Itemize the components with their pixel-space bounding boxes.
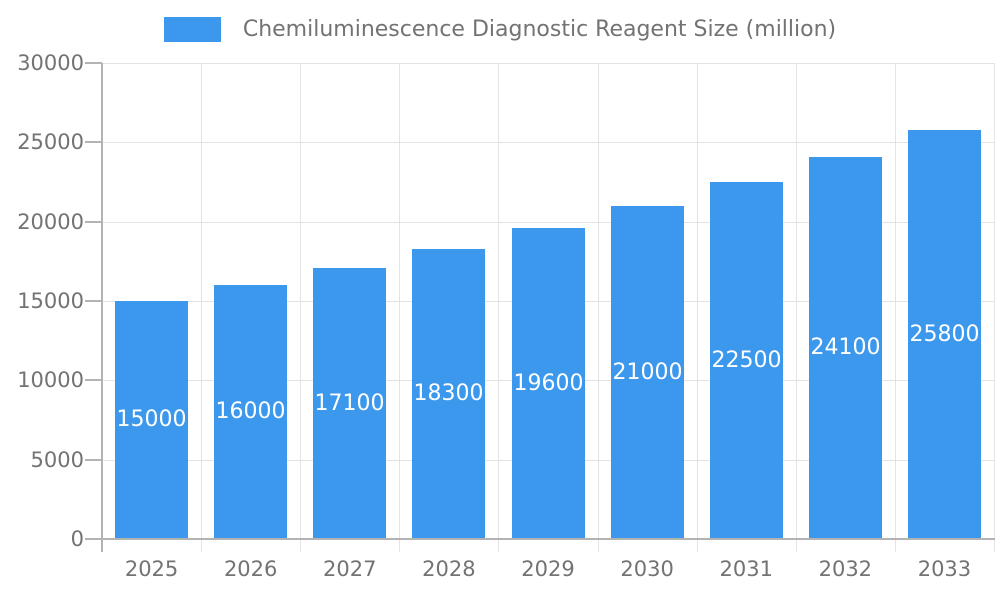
bar: 21000 xyxy=(611,206,684,539)
x-gridline xyxy=(300,63,301,552)
bar-value-label: 18300 xyxy=(413,381,484,406)
bar: 15000 xyxy=(115,301,188,539)
x-axis-line xyxy=(85,538,995,540)
bar-value-label: 21000 xyxy=(612,359,683,385)
x-axis-label: 2031 xyxy=(719,557,773,581)
bar-value-label: 22500 xyxy=(711,347,782,373)
x-axis-label: 2029 xyxy=(521,557,575,581)
y-axis-tickmark xyxy=(85,459,102,461)
y-axis-tickmark xyxy=(85,300,102,302)
x-gridline xyxy=(994,63,995,552)
bar: 16000 xyxy=(214,285,287,539)
bar-value-label: 17100 xyxy=(314,390,385,416)
x-axis-label: 2027 xyxy=(323,557,377,581)
x-axis-label: 2026 xyxy=(223,557,278,581)
bar: 24100 xyxy=(809,157,882,539)
y-axis-tickmark xyxy=(85,141,102,143)
y-axis-tick-label: 30000 xyxy=(17,51,84,75)
y-axis-tickmark xyxy=(85,221,102,223)
x-axis-label: 2033 xyxy=(917,557,972,581)
legend-label: Chemiluminescence Diagnostic Reagent Siz… xyxy=(242,17,837,42)
y-axis-tick-label: 20000 xyxy=(17,210,84,234)
y-axis-tickmark xyxy=(85,379,102,381)
y-axis-tick-label: 5000 xyxy=(30,448,84,472)
x-gridline xyxy=(697,63,698,552)
x-gridline xyxy=(895,63,896,552)
x-gridline xyxy=(399,63,400,552)
x-gridline xyxy=(201,63,202,552)
bar-value-label: 16000 xyxy=(215,399,286,424)
x-axis-label: 2025 xyxy=(124,557,179,581)
y-axis-line xyxy=(101,63,103,552)
y-axis-tick-label: 15000 xyxy=(17,289,84,313)
bar: 17100 xyxy=(313,268,386,539)
bar-value-label: 15000 xyxy=(116,407,187,432)
bar: 19600 xyxy=(512,228,585,539)
y-axis-tickmark xyxy=(85,62,102,64)
bar: 25800 xyxy=(908,130,981,539)
legend-item[interactable]: Chemiluminescence Diagnostic Reagent Siz… xyxy=(0,17,1000,42)
legend-swatch xyxy=(163,17,221,42)
x-gridline xyxy=(598,63,599,552)
y-axis-tick-label: 25000 xyxy=(17,130,84,154)
y-gridline xyxy=(102,222,994,223)
x-gridline xyxy=(498,63,499,552)
x-gridline xyxy=(796,63,797,552)
x-axis-label: 2032 xyxy=(818,557,873,581)
y-axis-tick-label: 0 xyxy=(70,527,84,551)
x-axis-label: 2028 xyxy=(422,557,476,581)
y-gridline xyxy=(102,63,994,64)
bar-value-label: 25800 xyxy=(909,321,980,347)
y-axis-tick-label: 10000 xyxy=(17,368,84,392)
bar: 22500 xyxy=(710,182,783,539)
bar-value-label: 19600 xyxy=(513,370,584,396)
x-axis-label: 2030 xyxy=(620,557,674,581)
bar: 18300 xyxy=(412,249,485,539)
bar-value-label: 24100 xyxy=(810,335,881,360)
y-gridline xyxy=(102,142,994,143)
